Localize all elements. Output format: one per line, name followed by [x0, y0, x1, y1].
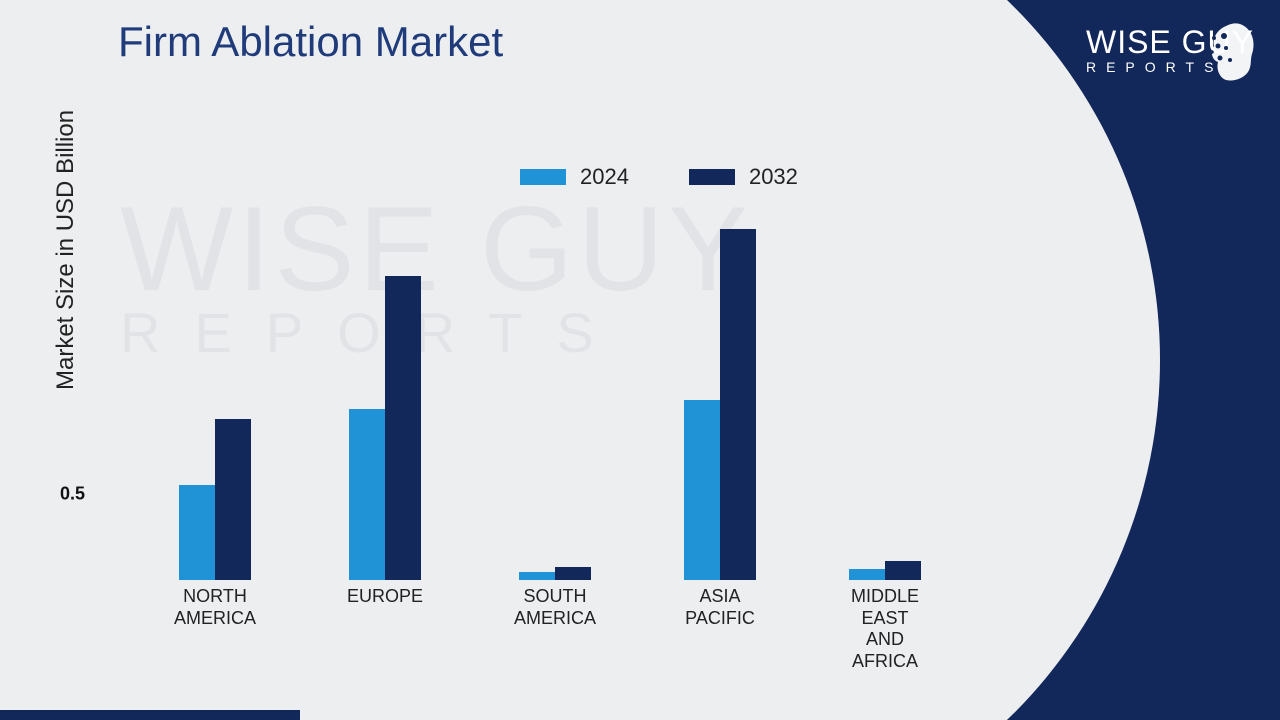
bar-group: ASIA PACIFIC [645, 200, 795, 580]
bar-pair [140, 200, 290, 580]
category-label: NORTH AMERICA [140, 586, 290, 629]
bar-group: SOUTH AMERICA [480, 200, 630, 580]
category-label: EUROPE [310, 586, 460, 608]
brand-logo: WISE GUY REPORTS [1086, 24, 1254, 75]
page-title: Firm Ablation Market [118, 18, 503, 66]
bar-chart: 0.5NORTH AMERICAEUROPESOUTH AMERICAASIA … [100, 200, 930, 580]
legend-swatch [689, 169, 735, 185]
legend-item: 2032 [689, 164, 798, 190]
bar-group: MIDDLE EAST AND AFRICA [810, 200, 960, 580]
legend-label: 2024 [580, 164, 629, 190]
category-label: MIDDLE EAST AND AFRICA [810, 586, 960, 672]
bar-2024 [849, 569, 885, 580]
bar-2024 [179, 485, 215, 580]
category-label: ASIA PACIFIC [645, 586, 795, 629]
bar-2024 [349, 409, 385, 580]
legend-item: 2024 [520, 164, 629, 190]
legend-swatch [520, 169, 566, 185]
brand-band [960, 0, 1280, 720]
bar-2032 [885, 561, 921, 580]
bar-2024 [684, 400, 720, 581]
footer-accent [0, 710, 300, 720]
bar-pair [310, 200, 460, 580]
bar-group: NORTH AMERICA [140, 200, 290, 580]
bar-pair [480, 200, 630, 580]
legend-label: 2032 [749, 164, 798, 190]
y-axis-label: Market Size in USD Billion [52, 110, 80, 390]
plot-area: 0.5NORTH AMERICAEUROPESOUTH AMERICAASIA … [100, 200, 930, 580]
bar-pair [810, 200, 960, 580]
y-tick: 0.5 [60, 484, 85, 505]
brand-head-icon [1190, 18, 1260, 88]
bar-2024 [519, 572, 555, 580]
chart-canvas: WISE GUY REPORTS WISE GUY REPORTS Firm A… [0, 0, 1280, 720]
bar-2032 [720, 229, 756, 581]
bar-2032 [555, 567, 591, 580]
bar-group: EUROPE [310, 200, 460, 580]
legend: 2024 2032 [520, 164, 798, 190]
bar-2032 [215, 419, 251, 581]
bar-2032 [385, 276, 421, 580]
category-label: SOUTH AMERICA [480, 586, 630, 629]
bar-pair [645, 200, 795, 580]
